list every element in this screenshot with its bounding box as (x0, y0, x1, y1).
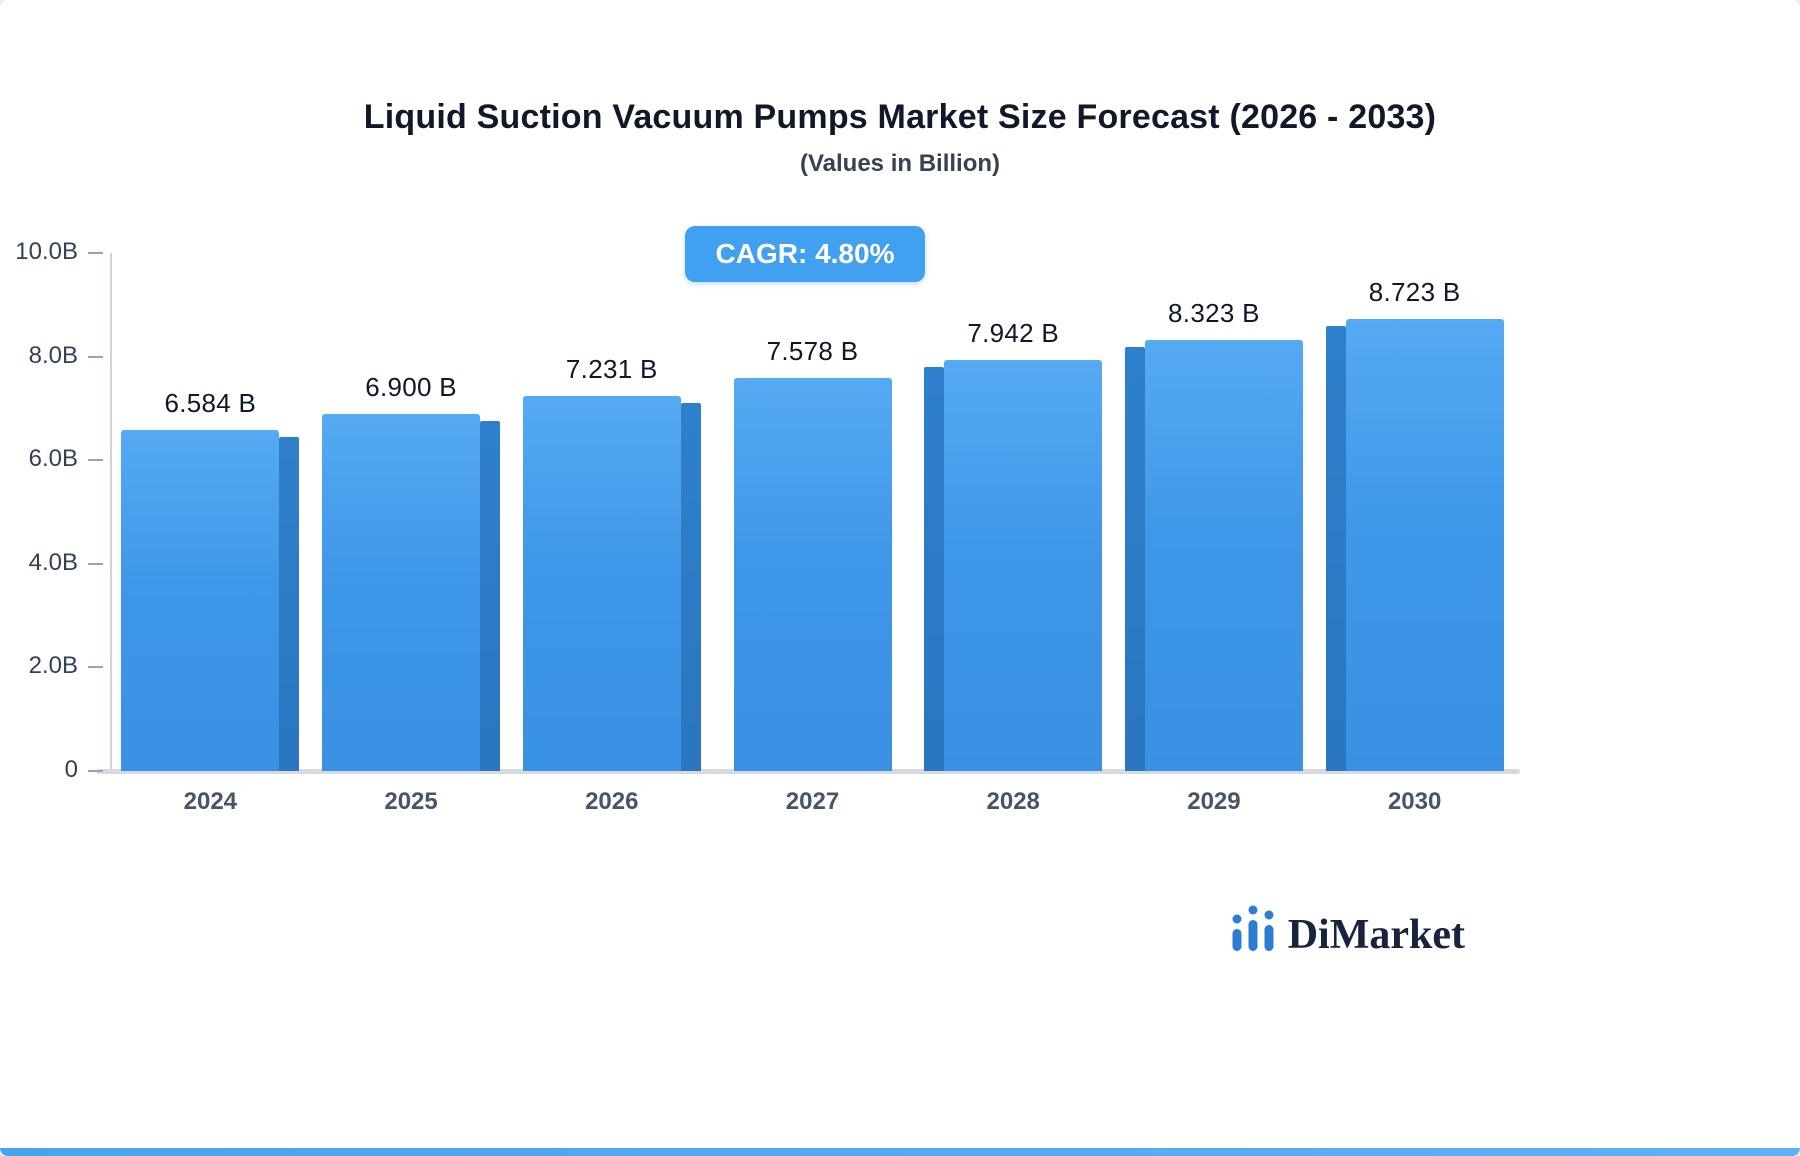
bar-value-label: 6.584 B (164, 387, 257, 418)
y-tick-label: 2.0B (28, 652, 78, 680)
bar-value-label: 7.578 B (766, 336, 859, 367)
chart-subtitle: (Values in Billion) (799, 150, 1001, 177)
bar-face (322, 413, 481, 771)
bar-side (279, 436, 300, 771)
x-category-label: 2029 (1187, 788, 1241, 815)
y-tick-label: 8.0B (28, 341, 78, 369)
y-tick-dash (88, 666, 103, 669)
bar-value-label: 8.723 B (1368, 277, 1461, 308)
chart-title: Liquid Suction Vacuum Pumps Market Size … (363, 98, 1437, 136)
bar-2024[interactable] (121, 429, 300, 771)
y-tick-dash (88, 459, 103, 462)
bar-side (924, 366, 945, 771)
bar-face (944, 359, 1103, 771)
brand-logo-text: DiMarket (1287, 912, 1465, 958)
y-tick-label: 4.0B (28, 548, 78, 576)
y-tick-dash (88, 252, 103, 254)
bottom-accent-strip (0, 1148, 1800, 1156)
x-category-label: 2028 (986, 788, 1040, 815)
bar-value-label: 8.323 B (1168, 297, 1260, 328)
y-tick-dash (88, 562, 103, 565)
x-category-label: 2030 (1387, 788, 1442, 815)
x-category-label: 2024 (183, 788, 238, 815)
y-axis-line (110, 253, 112, 771)
bar-face (1144, 339, 1303, 771)
bar-2026[interactable] (522, 396, 701, 771)
bar-face (733, 378, 892, 771)
bar-2030[interactable] (1325, 319, 1504, 771)
bar-chart-dots-icon (1230, 905, 1278, 956)
x-category-label: 2027 (785, 788, 840, 815)
y-tick-dash (88, 770, 103, 772)
bar-value-label: 7.231 B (565, 354, 658, 385)
y-tick-label: 0 (64, 756, 78, 783)
bar-face (522, 396, 681, 771)
x-axis-line (96, 769, 1520, 774)
bar-side (480, 420, 501, 771)
bar-2029[interactable] (1124, 339, 1303, 771)
bar-2028[interactable] (924, 359, 1103, 771)
bar-value-label: 7.942 B (967, 317, 1060, 348)
y-tick-label: 10.0B (15, 238, 78, 265)
brand-logo: DiMarket (1230, 905, 1465, 956)
bar-value-label: 6.900 B (365, 371, 457, 402)
bar-side (680, 403, 701, 771)
cagr-badge: CAGR: 4.80% (685, 226, 925, 282)
y-tick-label: 6.0B (28, 445, 78, 473)
bar-face (121, 429, 280, 771)
bar-2025[interactable] (322, 413, 501, 771)
bar-2027[interactable] (724, 378, 902, 771)
bar-face (1345, 319, 1504, 771)
bar-side (1124, 346, 1145, 771)
bar-side (1325, 326, 1346, 771)
x-category-label: 2025 (384, 788, 438, 815)
x-category-label: 2026 (585, 788, 639, 815)
y-tick-dash (88, 355, 103, 358)
